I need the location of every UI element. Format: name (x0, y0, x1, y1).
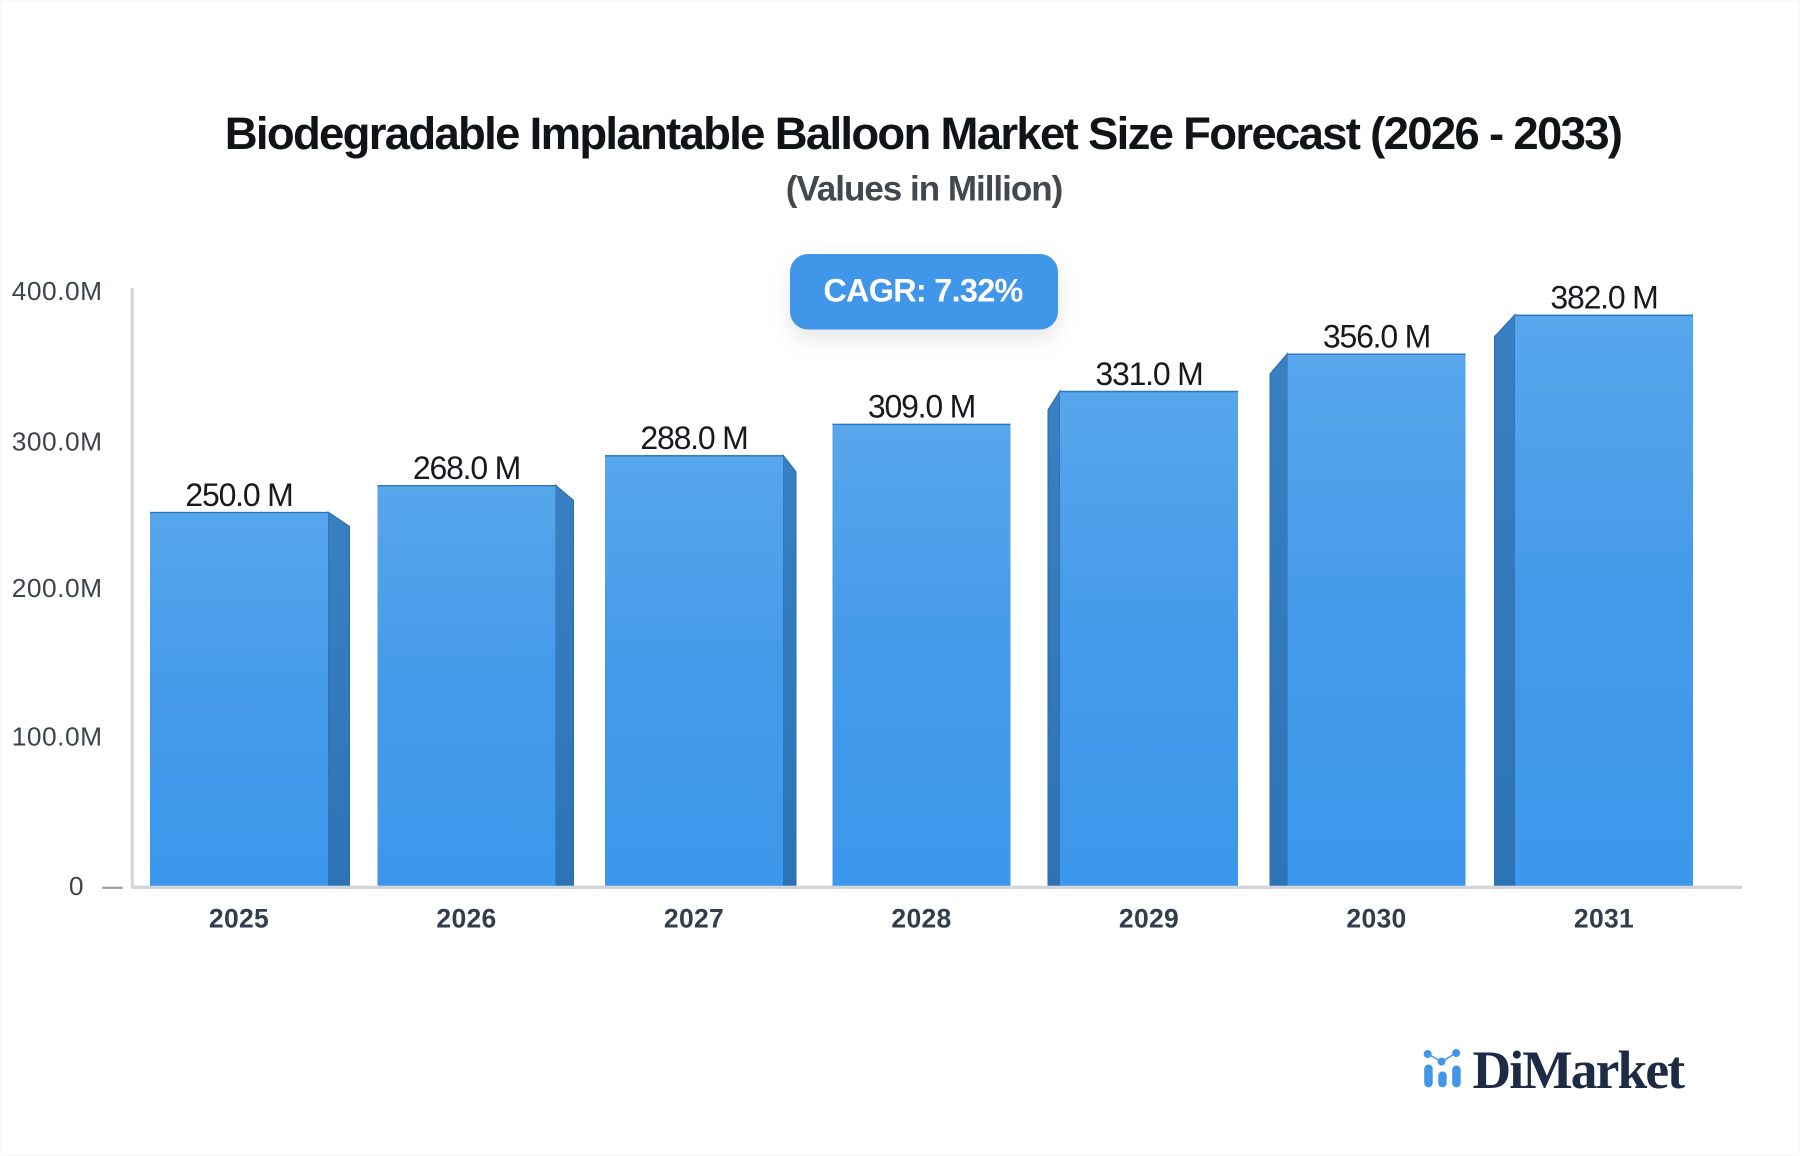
svg-text:0: 0 (69, 871, 84, 901)
svg-text:2026: 2026 (436, 904, 496, 934)
svg-text:2029: 2029 (1119, 904, 1179, 934)
svg-text:288.0 M: 288.0 M (640, 420, 747, 456)
svg-text:(Values in Million): (Values in Million) (786, 169, 1063, 208)
svg-text:331.0 M: 331.0 M (1095, 356, 1202, 392)
svg-text:2030: 2030 (1346, 904, 1406, 934)
svg-text:Biodegradable Implantable Ball: Biodegradable Implantable Balloon Market… (225, 108, 1622, 159)
svg-text:250.0 M: 250.0 M (185, 477, 292, 513)
svg-text:268.0 M: 268.0 M (413, 450, 520, 486)
svg-text:DiMarket: DiMarket (1473, 1040, 1686, 1100)
svg-text:2025: 2025 (209, 904, 269, 934)
svg-text:200.0M: 200.0M (12, 573, 103, 603)
svg-text:CAGR: 7.32%: CAGR: 7.32% (823, 272, 1022, 308)
svg-text:400.0M: 400.0M (12, 276, 103, 306)
svg-text:2031: 2031 (1574, 904, 1634, 934)
svg-text:382.0 M: 382.0 M (1550, 280, 1657, 316)
svg-text:300.0M: 300.0M (12, 426, 103, 456)
svg-text:356.0 M: 356.0 M (1323, 319, 1430, 355)
svg-text:2027: 2027 (664, 904, 724, 934)
svg-text:309.0 M: 309.0 M (868, 389, 975, 425)
svg-text:100.0M: 100.0M (12, 722, 103, 752)
svg-text:2028: 2028 (891, 904, 951, 934)
